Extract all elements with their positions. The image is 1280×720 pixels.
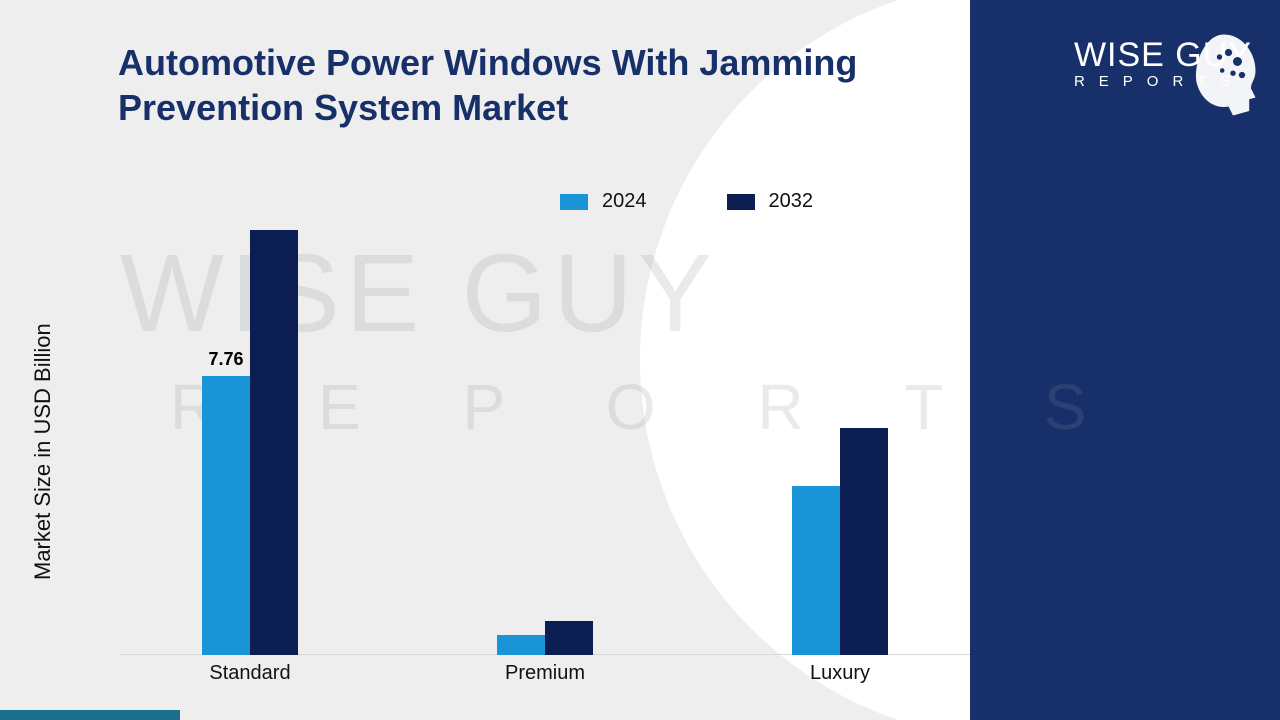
y-axis-label: Market Size in USD Billion	[30, 323, 56, 580]
chart-title: Automotive Power Windows With Jamming Pr…	[118, 40, 878, 130]
legend-swatch-2024	[560, 194, 588, 210]
bar	[840, 428, 888, 655]
bar	[792, 486, 840, 655]
head-silhouette-icon	[1170, 30, 1260, 120]
legend-label-2024: 2024	[602, 190, 647, 213]
bar	[545, 621, 593, 655]
x-axis-label: Premium	[445, 662, 645, 685]
decorative-bottom-bar	[0, 710, 180, 720]
bar	[497, 635, 545, 655]
legend: 2024 2032	[560, 190, 813, 213]
plot-area: Standard7.76PremiumLuxury	[120, 230, 970, 655]
bar: 7.76	[202, 376, 250, 655]
x-axis-label: Luxury	[740, 662, 940, 685]
infographic-canvas: WISE GUY R E P O R T S Automotive Power …	[0, 0, 1280, 720]
bar-value-label: 7.76	[208, 349, 243, 370]
legend-label-2032: 2032	[769, 190, 814, 213]
legend-item-2024: 2024	[560, 190, 647, 213]
x-axis-label: Standard	[150, 662, 350, 685]
bar	[250, 230, 298, 655]
legend-swatch-2032	[727, 194, 755, 210]
legend-item-2032: 2032	[727, 190, 814, 213]
